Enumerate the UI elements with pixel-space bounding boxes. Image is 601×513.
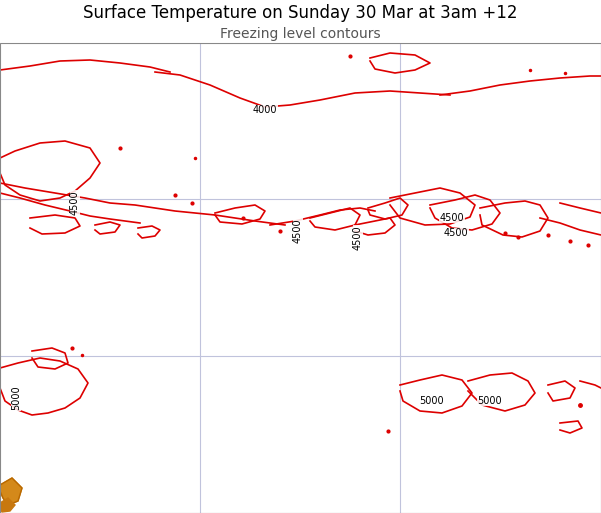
Polygon shape — [0, 498, 15, 512]
Text: 5000: 5000 — [11, 386, 21, 410]
Text: 5000: 5000 — [419, 396, 444, 406]
Text: 4500: 4500 — [293, 219, 303, 243]
Text: Freezing level contours: Freezing level contours — [220, 27, 381, 41]
Text: 4500: 4500 — [70, 191, 80, 215]
Text: Surface Temperature on Sunday 30 Mar at 3am +12: Surface Temperature on Sunday 30 Mar at … — [84, 4, 517, 22]
Text: 4500: 4500 — [353, 226, 363, 250]
Polygon shape — [0, 478, 22, 505]
Text: 5000: 5000 — [478, 396, 502, 406]
Text: 4500: 4500 — [444, 228, 468, 238]
Text: 4000: 4000 — [253, 105, 277, 115]
Text: 4500: 4500 — [440, 213, 465, 223]
